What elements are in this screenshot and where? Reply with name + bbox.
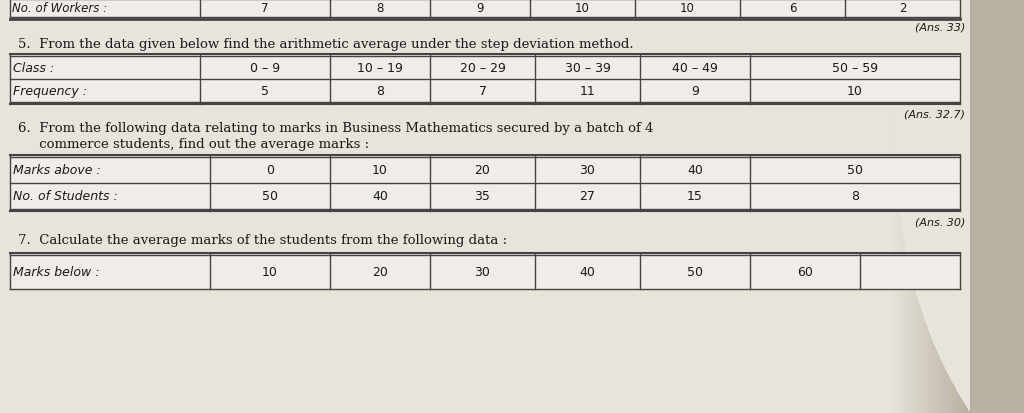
Text: 0 – 9: 0 – 9 (250, 62, 280, 75)
Text: 40: 40 (687, 164, 702, 177)
Text: No. of Students :: No. of Students : (13, 190, 118, 203)
Text: Marks below :: Marks below : (13, 266, 99, 279)
Text: 10: 10 (575, 2, 590, 15)
Text: (Ans. 33): (Ans. 33) (914, 22, 965, 32)
Bar (10, 0, 961, 18)
Text: 9: 9 (691, 85, 699, 98)
Text: 50 – 59: 50 – 59 (831, 62, 878, 75)
Bar (10, 158, 961, 209)
Text: 40 – 49: 40 – 49 (672, 62, 718, 75)
Text: 30: 30 (580, 164, 595, 177)
Text: 8: 8 (851, 190, 859, 203)
Text: 50: 50 (262, 190, 278, 203)
Text: Class :: Class : (13, 62, 54, 75)
Bar (10, 57, 961, 103)
Text: No. of Workers :: No. of Workers : (12, 2, 108, 15)
Text: 35: 35 (474, 190, 490, 203)
Text: 7: 7 (478, 85, 486, 98)
Text: 11: 11 (580, 85, 595, 98)
Text: 40: 40 (580, 266, 595, 279)
Text: 5: 5 (261, 85, 269, 98)
Text: 20: 20 (372, 266, 388, 279)
Text: Marks above :: Marks above : (13, 164, 100, 177)
Text: 27: 27 (580, 190, 595, 203)
Text: 15: 15 (687, 190, 702, 203)
Text: commerce students, find out the average marks :: commerce students, find out the average … (18, 138, 369, 151)
Text: 5.  From the data given below find the arithmetic average under the step deviati: 5. From the data given below find the ar… (18, 38, 634, 51)
Text: 40: 40 (372, 190, 388, 203)
Text: 9: 9 (476, 2, 483, 15)
Text: 10: 10 (372, 164, 388, 177)
Text: 7.  Calculate the average marks of the students from the following data :: 7. Calculate the average marks of the st… (18, 233, 507, 247)
Text: 30 – 39: 30 – 39 (564, 62, 610, 75)
Text: 50: 50 (687, 266, 703, 279)
Text: 60: 60 (797, 266, 813, 279)
Text: 10: 10 (680, 2, 695, 15)
Text: Frequency :: Frequency : (13, 85, 87, 98)
Text: 6: 6 (788, 2, 797, 15)
Bar (10, 255, 961, 289)
Text: 50: 50 (847, 164, 863, 177)
Text: 2: 2 (899, 2, 906, 15)
Text: 20: 20 (474, 164, 490, 177)
Text: 6.  From the following data relating to marks in Business Mathematics secured by: 6. From the following data relating to m… (18, 122, 653, 135)
Text: 10 – 19: 10 – 19 (357, 62, 402, 75)
Text: (Ans. 30): (Ans. 30) (914, 218, 965, 228)
Text: 10: 10 (262, 266, 278, 279)
Text: 0: 0 (266, 164, 274, 177)
Text: 30: 30 (474, 266, 490, 279)
Text: 7: 7 (261, 2, 268, 15)
Text: 10: 10 (847, 85, 863, 98)
Text: (Ans. 32.7): (Ans. 32.7) (904, 110, 965, 120)
Text: 8: 8 (376, 85, 384, 98)
Text: 20 – 29: 20 – 29 (460, 62, 506, 75)
Text: 8: 8 (376, 2, 384, 15)
